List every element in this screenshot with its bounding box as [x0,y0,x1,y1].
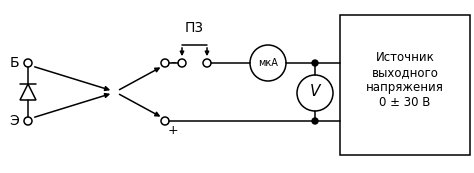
Text: +: + [168,125,178,138]
Text: П3: П3 [185,21,204,35]
Text: Э: Э [9,114,19,128]
Text: Б: Б [9,56,19,70]
Text: Источник
выходного
напряжения
0 ± 30 В: Источник выходного напряжения 0 ± 30 В [366,51,444,109]
Text: мкА: мкА [258,58,278,68]
Text: V: V [310,84,320,99]
Circle shape [312,60,318,66]
Circle shape [312,118,318,124]
Bar [340,15,470,155]
Text: –: – [171,57,176,67]
